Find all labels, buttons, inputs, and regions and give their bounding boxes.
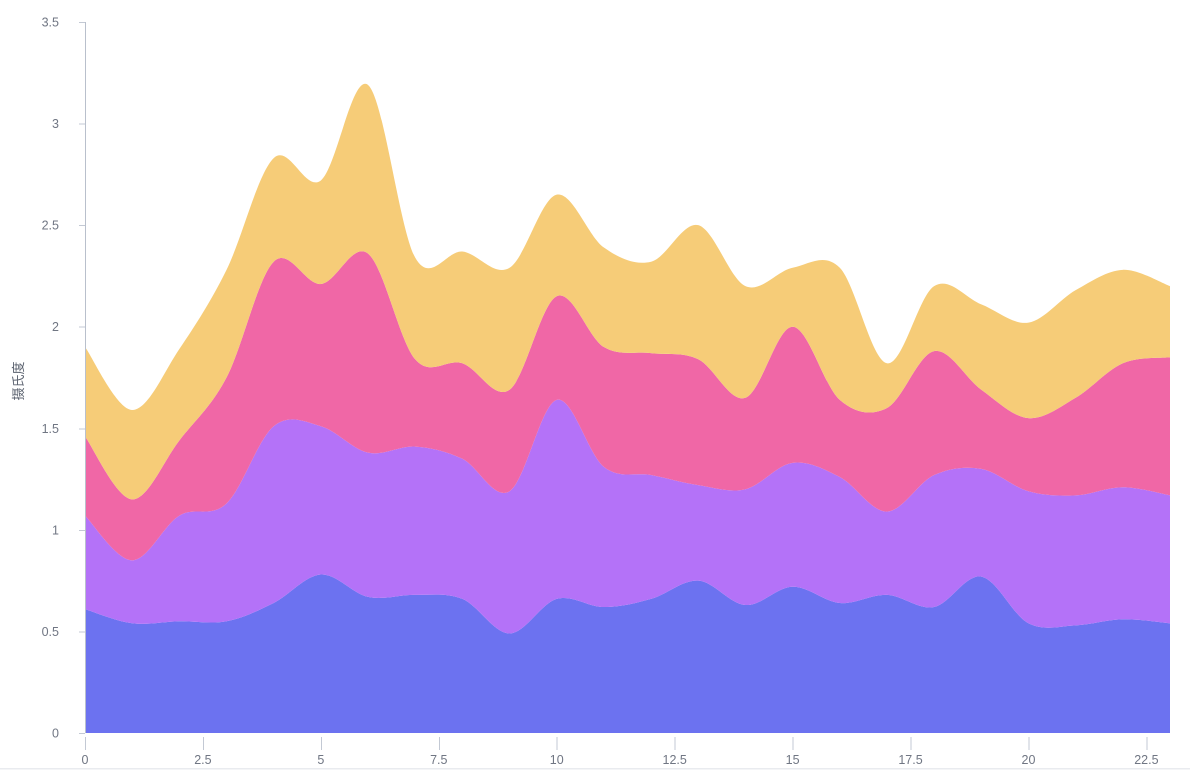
y-tick-label: 0 — [52, 727, 59, 741]
area-series-group — [85, 83, 1170, 733]
y-tick-label: 2.5 — [42, 219, 59, 233]
y-axis-title: 摄氏度 — [11, 361, 26, 400]
area-series-2 — [85, 399, 1170, 634]
x-tick-label: 15 — [786, 753, 800, 767]
x-tick-label: 17.5 — [898, 753, 922, 767]
y-tick-label: 2 — [52, 320, 59, 334]
x-tick-label: 22.5 — [1134, 753, 1158, 767]
area-series-3 — [85, 251, 1170, 561]
y-tick-label: 3.5 — [42, 16, 59, 30]
x-tick-label: 20 — [1022, 753, 1036, 767]
x-tick-label: 0 — [82, 753, 89, 767]
y-tick-labels: 0 0.5 1 1.5 2 2.5 3 3.5 — [42, 16, 85, 741]
x-tick-label: 2.5 — [194, 753, 211, 767]
x-tick-label: 7.5 — [430, 753, 447, 767]
x-tick-label: 10 — [550, 753, 564, 767]
y-tick-label: 1.5 — [42, 422, 59, 436]
y-tick-label: 1 — [52, 523, 59, 537]
x-tick-labels: 0 2.5 5 7.5 10 12.5 15 17.5 20 22.5 — [82, 737, 1159, 767]
area-series-1 — [85, 574, 1170, 733]
area-series-4 — [85, 83, 1170, 500]
y-tick-label: 3 — [52, 117, 59, 131]
y-tick-label: 0.5 — [42, 625, 59, 639]
x-tick-label: 12.5 — [663, 753, 687, 767]
x-tick-label: 5 — [317, 753, 324, 767]
